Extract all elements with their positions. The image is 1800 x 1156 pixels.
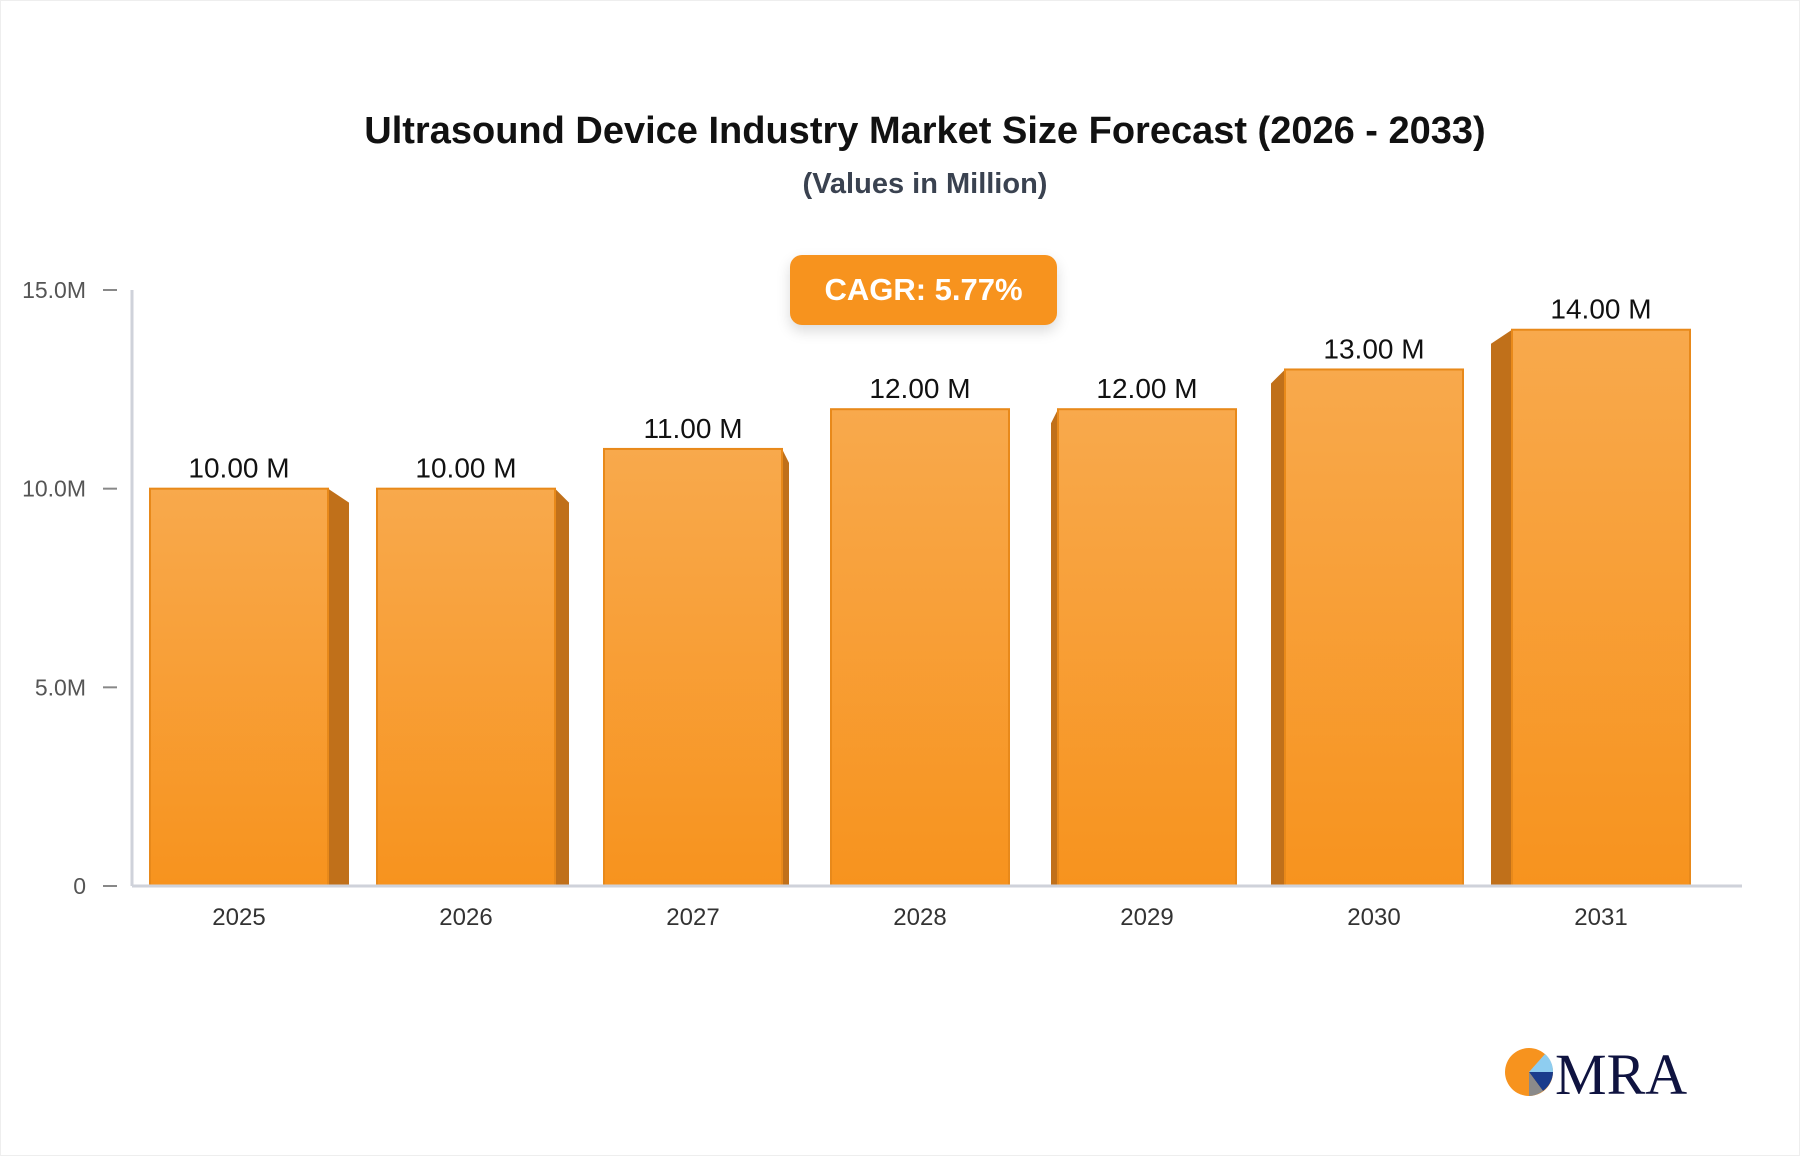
x-tick-label: 2029 (1120, 904, 1173, 931)
data-label: 10.00 M (415, 453, 516, 484)
data-label: 12.00 M (869, 373, 970, 404)
bar-side (328, 488, 349, 886)
data-label: 14.00 M (1550, 294, 1651, 325)
x-tick-label: 2028 (893, 904, 946, 931)
bar-side (1271, 369, 1285, 886)
bar-2029 (1057, 408, 1237, 887)
bar-2026 (376, 487, 556, 887)
bar-2025 (149, 487, 329, 887)
bar-2030 (1284, 368, 1464, 887)
chart-subtitle: (Values in Million) (802, 168, 1048, 200)
mra-logo: MRA (1505, 1042, 1687, 1100)
data-label: 12.00 M (1096, 373, 1197, 404)
data-label: 13.00 M (1323, 333, 1424, 364)
data-label: 10.00 M (188, 453, 289, 484)
chart-title: Ultrasound Device Industry Market Size F… (364, 110, 1486, 152)
x-tick-label: 2026 (439, 904, 492, 931)
data-label: 11.00 M (643, 413, 742, 444)
y-tick-label: 10.0M (22, 476, 86, 502)
bar-side (1491, 329, 1512, 886)
x-tick-label: 2025 (212, 904, 265, 931)
cagr-badge: CAGR: 5.77% (790, 255, 1057, 325)
x-tick-label: 2031 (1574, 904, 1627, 931)
x-tick-label: 2030 (1347, 904, 1400, 931)
bar-side (1051, 409, 1058, 886)
x-tick-label: 2027 (666, 904, 719, 931)
bar-2031 (1511, 328, 1691, 887)
y-tick-label: 15.0M (22, 277, 86, 303)
y-tick-label: 0 (73, 873, 86, 899)
logo-text: MRA (1555, 1042, 1687, 1100)
bar-2028 (830, 408, 1010, 887)
y-tick-label: 5.0M (35, 674, 86, 700)
bar-side (782, 448, 789, 886)
bar-2027 (603, 447, 783, 887)
bar-side (555, 488, 569, 886)
